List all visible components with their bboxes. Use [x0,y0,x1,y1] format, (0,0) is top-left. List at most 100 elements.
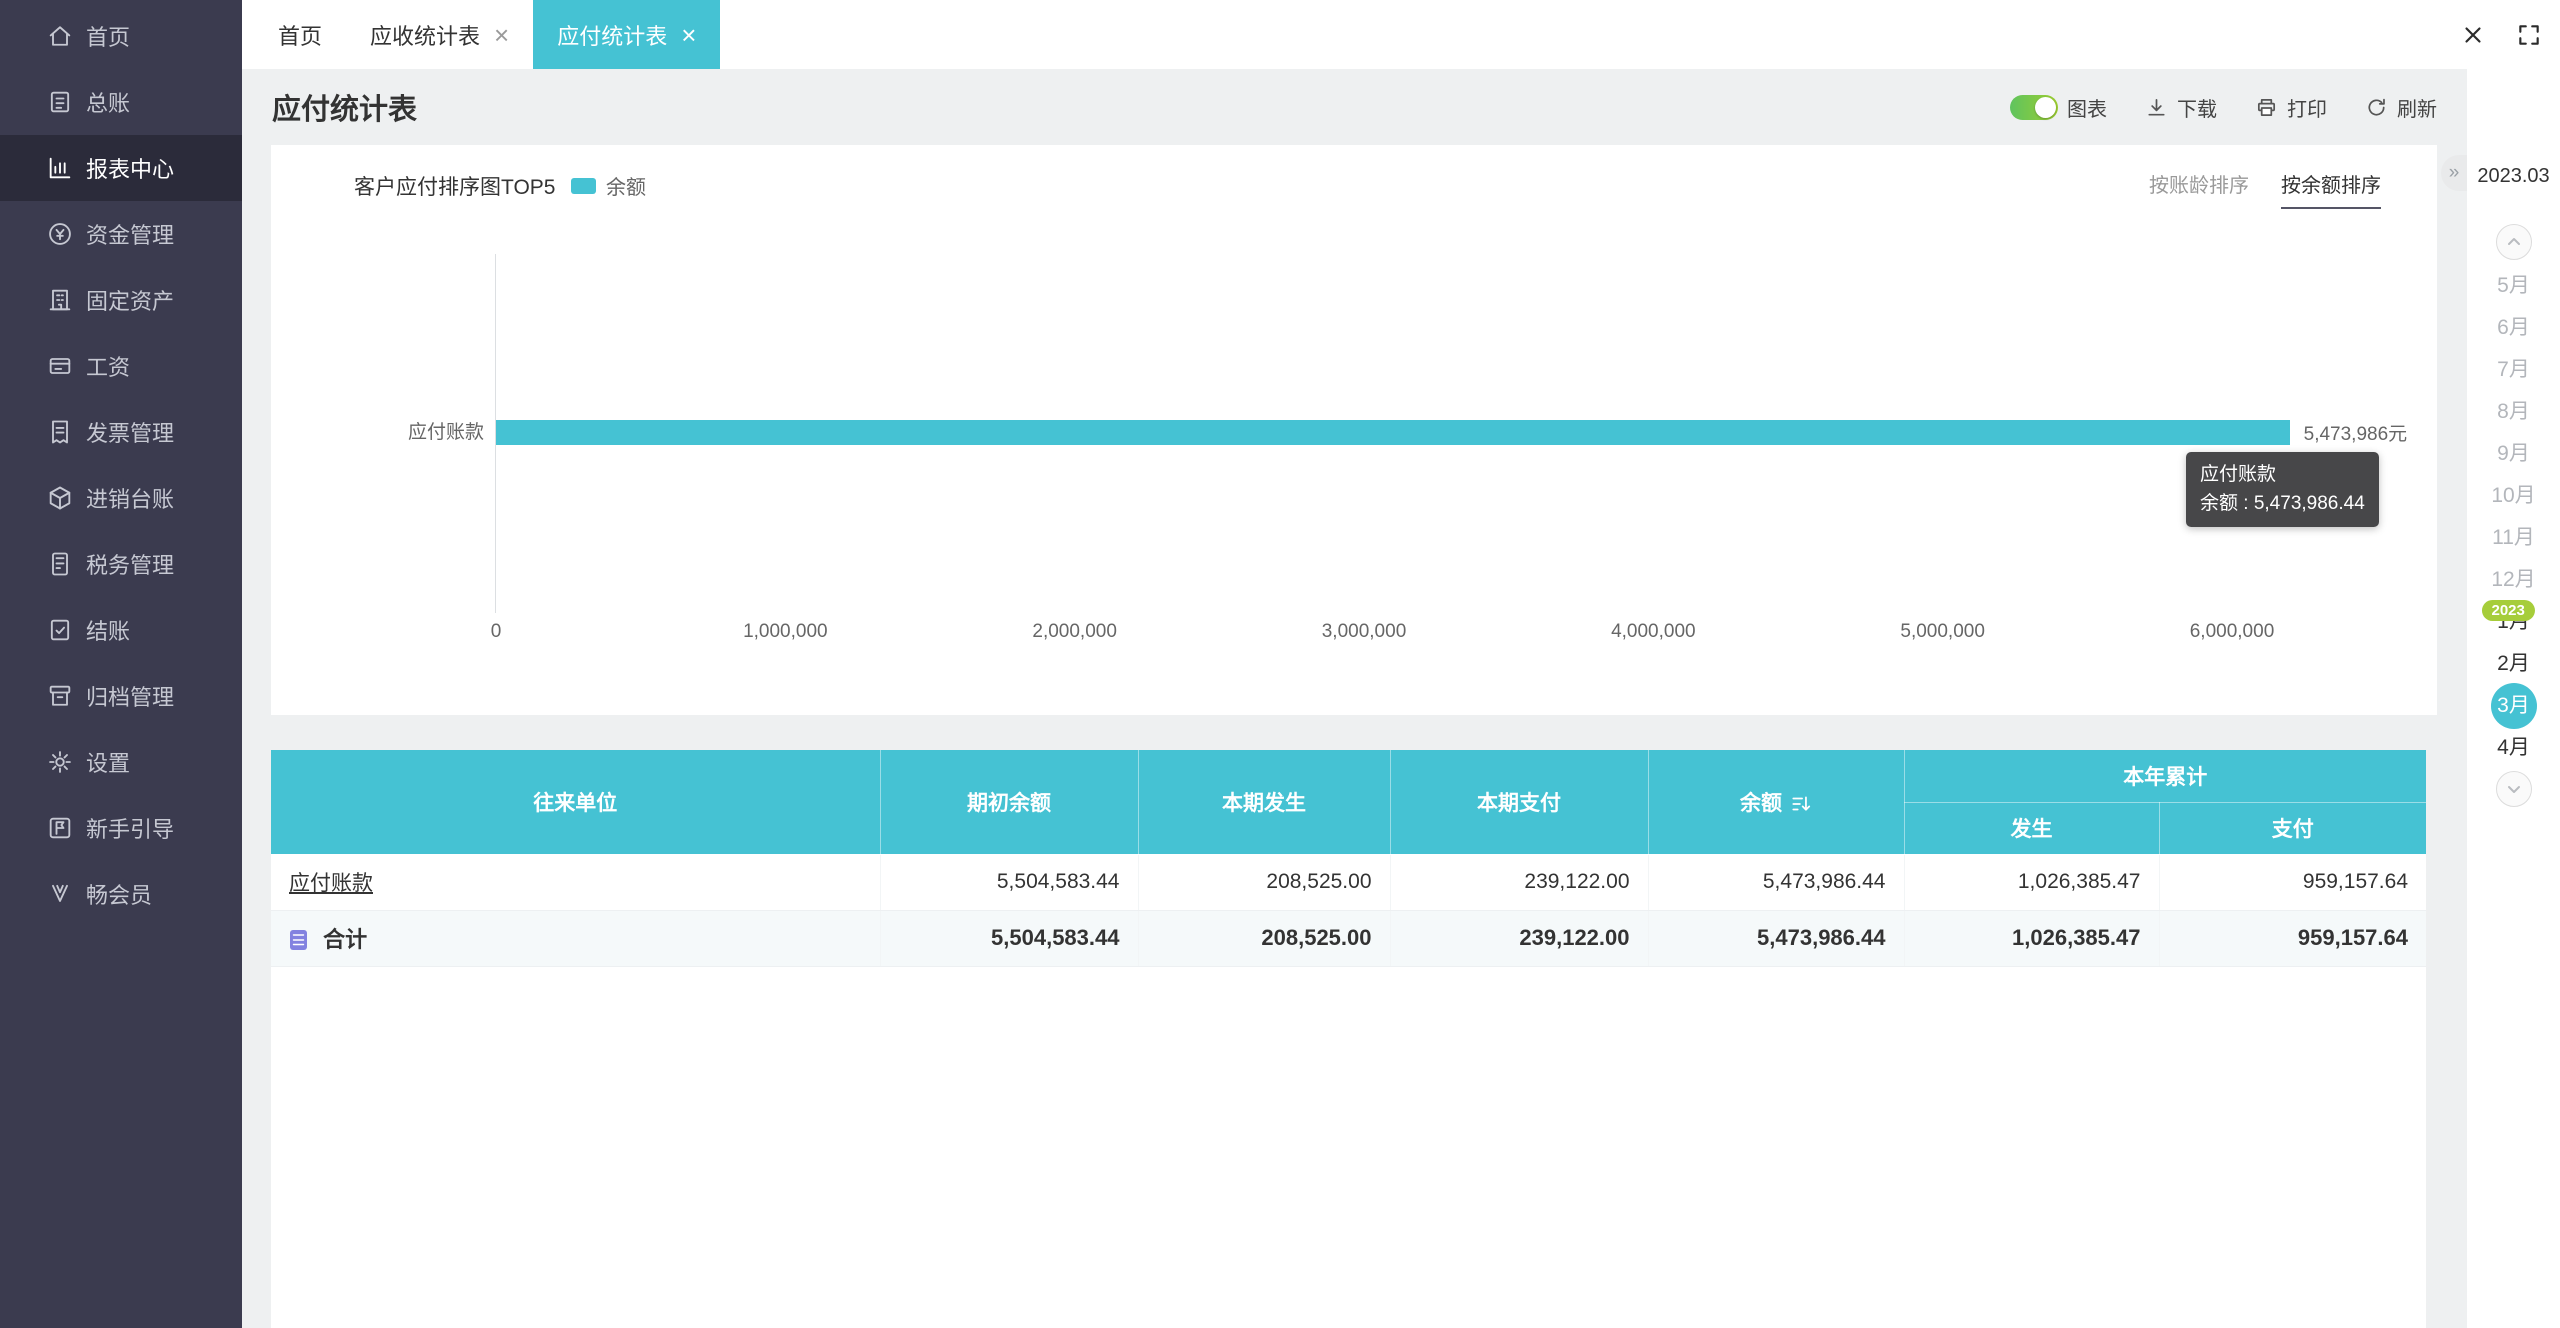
collapse-panel-handle[interactable]: » [2441,155,2467,191]
window-controls [2460,0,2542,69]
sidebar-item-invoice-management[interactable]: 发票管理 [0,399,242,465]
sidebar-item-fixed-assets[interactable]: 固定资产 [0,267,242,333]
sort-by-balance-link[interactable]: 按余额排序 [2281,169,2381,209]
sidebar-item-label: 工资 [86,355,131,380]
x-tick: 0 [490,621,502,642]
sidebar-item-label: 归档管理 [86,685,175,710]
close-icon[interactable] [2460,22,2486,48]
chart-tooltip: 应付账款 余额 : 5,473,986.44 [2186,452,2379,527]
archive-icon [46,682,74,710]
page-title: 应付统计表 [272,94,418,126]
tab-label: 应收统计表 [370,23,481,49]
month-item-may[interactable]: 5月 [2497,274,2530,297]
month-item-june[interactable]: 6月 [2497,316,2530,339]
tab-close-icon[interactable]: × [494,19,510,50]
tab-home[interactable]: 首页 [254,0,346,69]
sidebar-item-salary[interactable]: 工资 [0,333,242,399]
printer-icon [2255,96,2278,119]
chart-toggle-switch[interactable] [2010,94,2058,120]
legend-balance[interactable]: 余额 [571,171,646,200]
member-v-icon [46,880,74,908]
x-tick: 5,000,000 [1900,621,1985,642]
sidebar-item-beginner-guide[interactable]: 新手引导 [0,795,242,861]
month-item-october[interactable]: 10月 [2491,484,2536,507]
main-content: 应付统计表 图表 下载 打印 刷新 [242,69,2467,1328]
report-chart-icon [46,154,74,182]
month-item-march-active[interactable]: 3月 [2467,683,2560,729]
fullscreen-icon[interactable] [2516,22,2542,48]
col-header-year-total: 本年累计 [1904,750,2426,803]
tab-receivables-report[interactable]: 应收统计表 × [346,0,533,69]
bar-chart-plot: 应付账款 5,473,986元 0 1,000,000 2,000,000 3,… [408,254,2407,642]
refresh-icon [2365,96,2388,119]
total-current-incurred: 208,525.00 [1138,910,1391,967]
month-item-november[interactable]: 11月 [2492,526,2535,549]
table-panel: 往来单位 期初余额 本期发生 本期支付 余额 本年累计 发生 支付 [271,750,2426,1328]
home-icon [46,22,74,50]
page-header: 应付统计表 图表 下载 打印 刷新 [242,69,2467,145]
payables-link[interactable]: 应付账款 [289,872,373,895]
print-label: 打印 [2287,98,2327,121]
sidebar-item-closing[interactable]: 结账 [0,597,242,663]
sort-links: 按账龄排序 按余额排序 [2149,169,2381,209]
refresh-button[interactable]: 刷新 [2365,93,2437,122]
total-opening-balance: 5,504,583.44 [880,910,1139,967]
month-item-august[interactable]: 8月 [2497,400,2530,423]
sidebar-item-label: 畅会员 [86,883,153,908]
sidebar-item-fund-management[interactable]: 资金管理 [0,201,242,267]
print-button[interactable]: 打印 [2255,93,2327,122]
total-balance: 5,473,986.44 [1648,910,1905,967]
payables-table: 往来单位 期初余额 本期发生 本期支付 余额 本年累计 发生 支付 [271,750,2426,967]
box-icon [46,484,74,512]
calculator-icon [46,550,74,578]
sidebar-item-home[interactable]: 首页 [0,3,242,69]
period-selector-panel: » 2023.03 5月 6月 7月 8月 9月 10月 11月 12月 1月 … [2441,69,2560,1328]
sidebar-item-purchase-sales-ledger[interactable]: 进销台账 [0,465,242,531]
total-year-paid: 959,157.64 [2159,910,2426,967]
cell-balance: 5,473,986.44 [1648,854,1905,911]
chart-title: 客户应付排序图TOP5 [354,176,556,199]
sort-by-aging-link[interactable]: 按账龄排序 [2149,175,2249,197]
month-item-april[interactable]: 4月 [2497,736,2530,759]
scroll-down-icon[interactable] [2495,771,2532,807]
x-tick: 6,000,000 [2189,621,2275,642]
total-current-paid: 239,122.00 [1390,910,1649,967]
month-item-february[interactable]: 2月 [2497,652,2530,675]
cell-year-incurred: 1,026,385.47 [1904,854,2160,911]
unit-cell: 应付账款 [271,854,881,911]
sidebar-item-archive-management[interactable]: 归档管理 [0,663,242,729]
sidebar-item-tax-management[interactable]: 税务管理 [0,531,242,597]
chart-toggle-label: 图表 [2067,98,2107,121]
tab-bar: 首页 应收统计表 × 应付统计表 × [242,0,2560,69]
month-item-december[interactable]: 12月 [2491,568,2536,591]
sidebar-item-settings[interactable]: 设置 [0,729,242,795]
month-list: 5月 6月 7月 8月 9月 10月 11月 12月 1月 2月 3月 4月 [2467,265,2560,769]
sidebar-item-report-center[interactable]: 报表中心 [0,135,242,201]
month-item-september[interactable]: 9月 [2497,442,2530,465]
sidebar-item-label: 首页 [86,25,131,50]
cell-current-incurred: 208,525.00 [1138,854,1391,911]
balance-bar[interactable] [496,420,2290,445]
sidebar-item-general-ledger[interactable]: 总账 [0,69,242,135]
sort-descending-icon[interactable] [1782,792,1812,815]
summary-calculator-icon [289,929,308,951]
tab-close-icon[interactable]: × [681,19,697,50]
tab-payables-report[interactable]: 应付统计表 × [533,0,721,69]
sidebar-item-membership[interactable]: 畅会员 [0,861,242,927]
legend-swatch [571,177,596,194]
scroll-up-icon[interactable] [2495,224,2532,260]
download-button[interactable]: 下载 [2145,93,2217,122]
sidebar-item-label: 进销台账 [86,487,175,512]
total-label-cell: 合计 [271,910,881,967]
toggle-knob [2035,96,2056,118]
category-label: 应付账款 [407,422,484,443]
sidebar: 首页 总账 报表中心 资金管理 固定资产 工资 发票管理 进销台账 [0,0,242,1328]
col-header-year-paid: 支付 [2159,802,2426,855]
legend-label: 余额 [606,177,646,199]
invoice-icon [46,418,74,446]
sidebar-item-label: 税务管理 [86,553,175,578]
month-item-july[interactable]: 7月 [2497,358,2530,381]
sidebar-item-label: 资金管理 [86,223,175,248]
col-header-current-paid: 本期支付 [1390,750,1649,855]
check-book-icon [46,616,74,644]
